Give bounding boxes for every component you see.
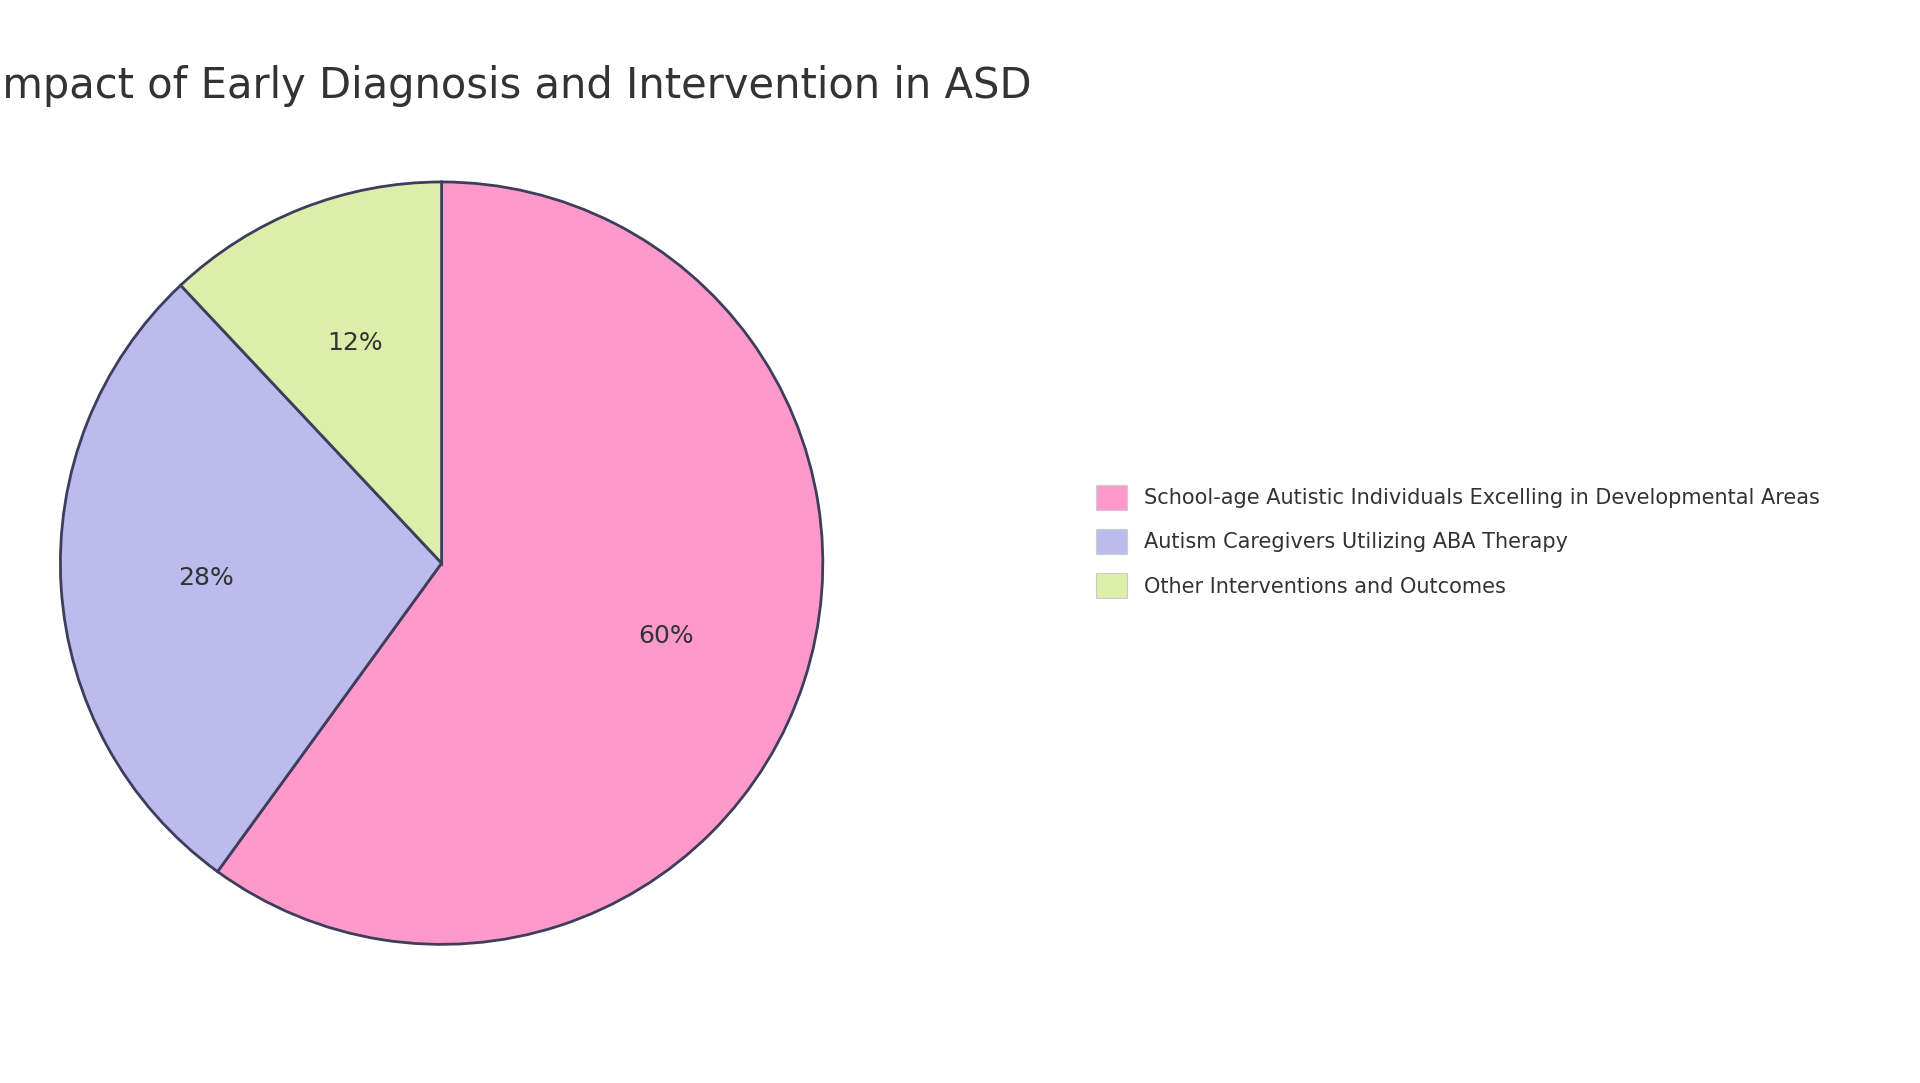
Text: 12%: 12% bbox=[326, 331, 382, 355]
Wedge shape bbox=[217, 182, 824, 944]
Text: 28%: 28% bbox=[179, 566, 234, 590]
Legend: School-age Autistic Individuals Excelling in Developmental Areas, Autism Caregiv: School-age Autistic Individuals Excellin… bbox=[1085, 474, 1830, 609]
Text: 60%: 60% bbox=[639, 624, 695, 649]
Wedge shape bbox=[180, 182, 442, 563]
Text: Impact of Early Diagnosis and Intervention in ASD: Impact of Early Diagnosis and Interventi… bbox=[0, 65, 1033, 107]
Wedge shape bbox=[60, 285, 442, 872]
